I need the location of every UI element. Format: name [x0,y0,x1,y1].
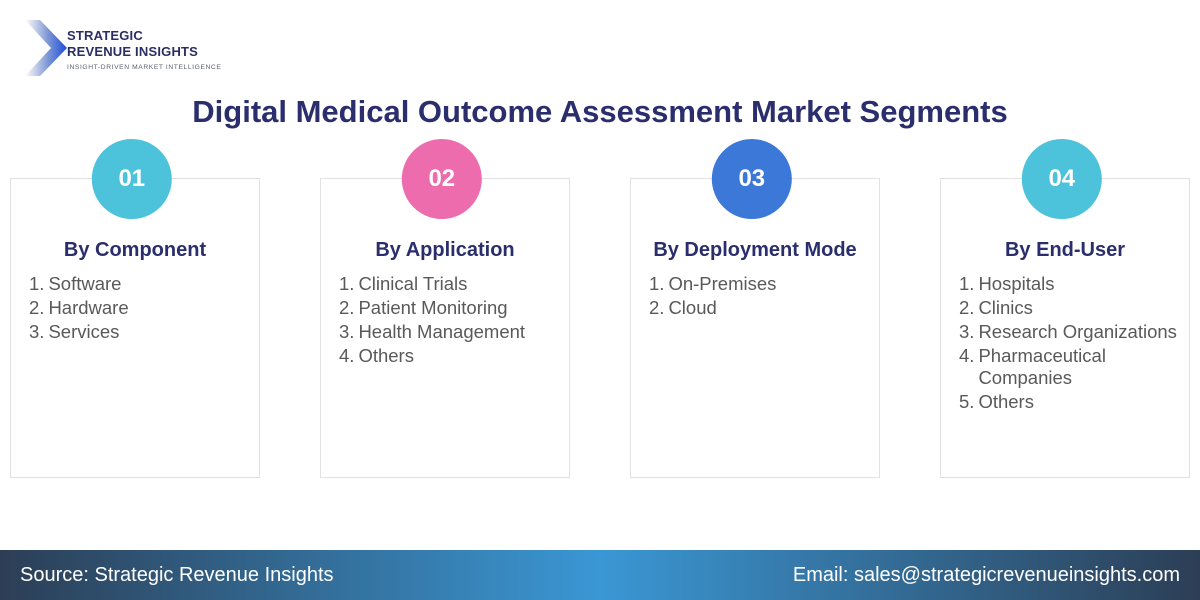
svg-text:REVENUE INSIGHTS: REVENUE INSIGHTS [67,44,198,59]
svg-text:STRATEGIC: STRATEGIC [67,28,143,43]
svg-text:INSIGHT-DRIVEN MARKET INTELLIG: INSIGHT-DRIVEN MARKET INTELLIGENCE [67,64,221,71]
